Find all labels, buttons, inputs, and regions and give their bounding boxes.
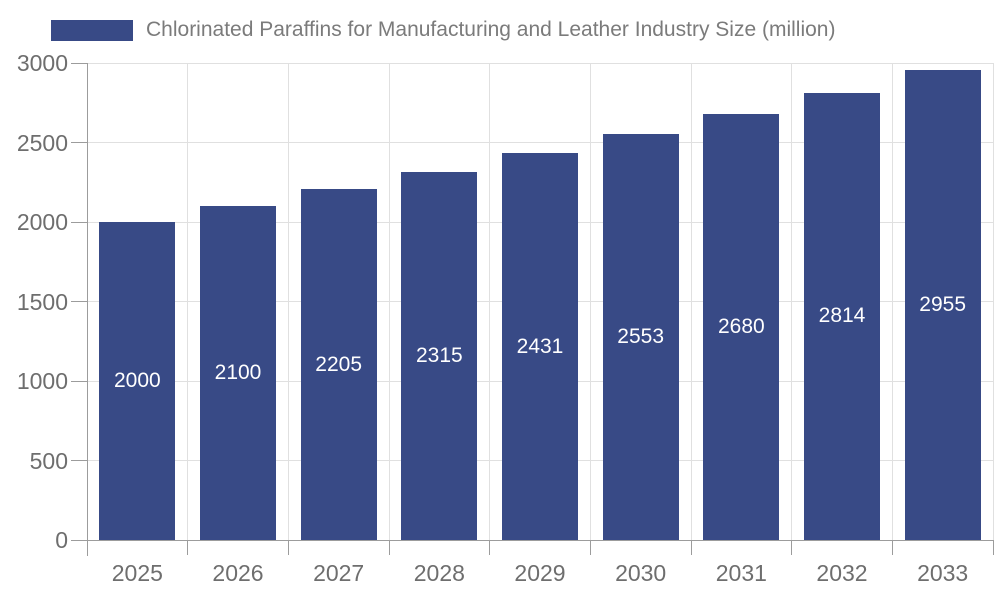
x-tick bbox=[388, 540, 390, 555]
gridline-vertical bbox=[287, 63, 289, 540]
bar: 2315 bbox=[401, 171, 478, 540]
x-tick-label: 2030 bbox=[615, 560, 667, 586]
x-tick-label: 2033 bbox=[917, 560, 969, 586]
gridline-vertical bbox=[589, 63, 591, 540]
bar-value-label: 2814 bbox=[818, 304, 866, 328]
bar-value-label: 2680 bbox=[717, 314, 765, 338]
y-tick-label: 0 bbox=[55, 527, 68, 553]
x-tick-label: 2031 bbox=[715, 560, 767, 586]
x-tick bbox=[489, 540, 491, 555]
x-tick-label: 2032 bbox=[816, 560, 868, 586]
gridline-horizontal bbox=[87, 62, 993, 64]
x-tick bbox=[86, 540, 88, 555]
bar: 2205 bbox=[300, 189, 377, 540]
gridline-vertical bbox=[187, 63, 189, 540]
y-tick-label: 3000 bbox=[16, 50, 68, 76]
y-tick bbox=[71, 142, 87, 143]
y-tick bbox=[71, 301, 87, 302]
y-tick-label: 2500 bbox=[16, 129, 68, 156]
bar-value-label: 2000 bbox=[113, 369, 161, 392]
bar: 2814 bbox=[804, 92, 880, 540]
y-tick bbox=[71, 539, 87, 541]
x-tick-label: 2026 bbox=[212, 560, 264, 586]
x-tick-label: 2028 bbox=[413, 560, 465, 586]
x-tick-label: 2025 bbox=[111, 560, 163, 586]
legend-label: Chlorinated Paraffins for Manufacturing … bbox=[146, 18, 836, 41]
gridline-vertical bbox=[992, 63, 994, 540]
bar-value-label: 2315 bbox=[415, 343, 463, 367]
bar-value-label: 2553 bbox=[617, 325, 665, 349]
y-tick bbox=[71, 62, 87, 64]
x-tick bbox=[690, 540, 692, 555]
y-tick-label: 1500 bbox=[16, 288, 68, 315]
legend-swatch bbox=[51, 19, 133, 41]
bar: 2553 bbox=[602, 134, 679, 540]
gridline-vertical bbox=[489, 63, 491, 540]
x-tick bbox=[187, 540, 189, 555]
gridline-vertical bbox=[388, 63, 390, 540]
bar: 2100 bbox=[200, 206, 276, 540]
bar: 2955 bbox=[904, 70, 981, 540]
bar-value-label: 2431 bbox=[516, 334, 564, 358]
gridline-horizontal bbox=[87, 142, 993, 143]
y-tick bbox=[71, 460, 87, 461]
x-tick-label: 2029 bbox=[514, 560, 566, 586]
x-tick bbox=[589, 540, 591, 555]
x-tick bbox=[791, 540, 793, 555]
y-tick-label: 1000 bbox=[16, 368, 68, 394]
x-tick bbox=[287, 540, 289, 555]
y-tick-label: 500 bbox=[29, 447, 68, 474]
x-tick-label: 2027 bbox=[313, 560, 365, 586]
bar-value-label: 2100 bbox=[214, 361, 262, 385]
bar-value-label: 2205 bbox=[315, 352, 363, 376]
y-tick bbox=[71, 221, 87, 223]
x-tick bbox=[992, 540, 994, 555]
legend: Chlorinated Paraffins for Manufacturing … bbox=[51, 18, 836, 41]
y-axis-line bbox=[87, 63, 88, 556]
gridline-vertical bbox=[891, 63, 893, 540]
gridline-vertical bbox=[791, 63, 793, 540]
bar: 2680 bbox=[703, 113, 780, 540]
gridline-vertical bbox=[690, 63, 692, 540]
x-axis-line bbox=[87, 539, 993, 541]
x-tick bbox=[891, 540, 893, 555]
bar: 2000 bbox=[99, 222, 176, 540]
bar: 2431 bbox=[502, 153, 578, 540]
y-tick-label: 2000 bbox=[16, 209, 68, 235]
y-tick bbox=[71, 380, 87, 382]
bar-value-label: 2955 bbox=[919, 293, 967, 317]
